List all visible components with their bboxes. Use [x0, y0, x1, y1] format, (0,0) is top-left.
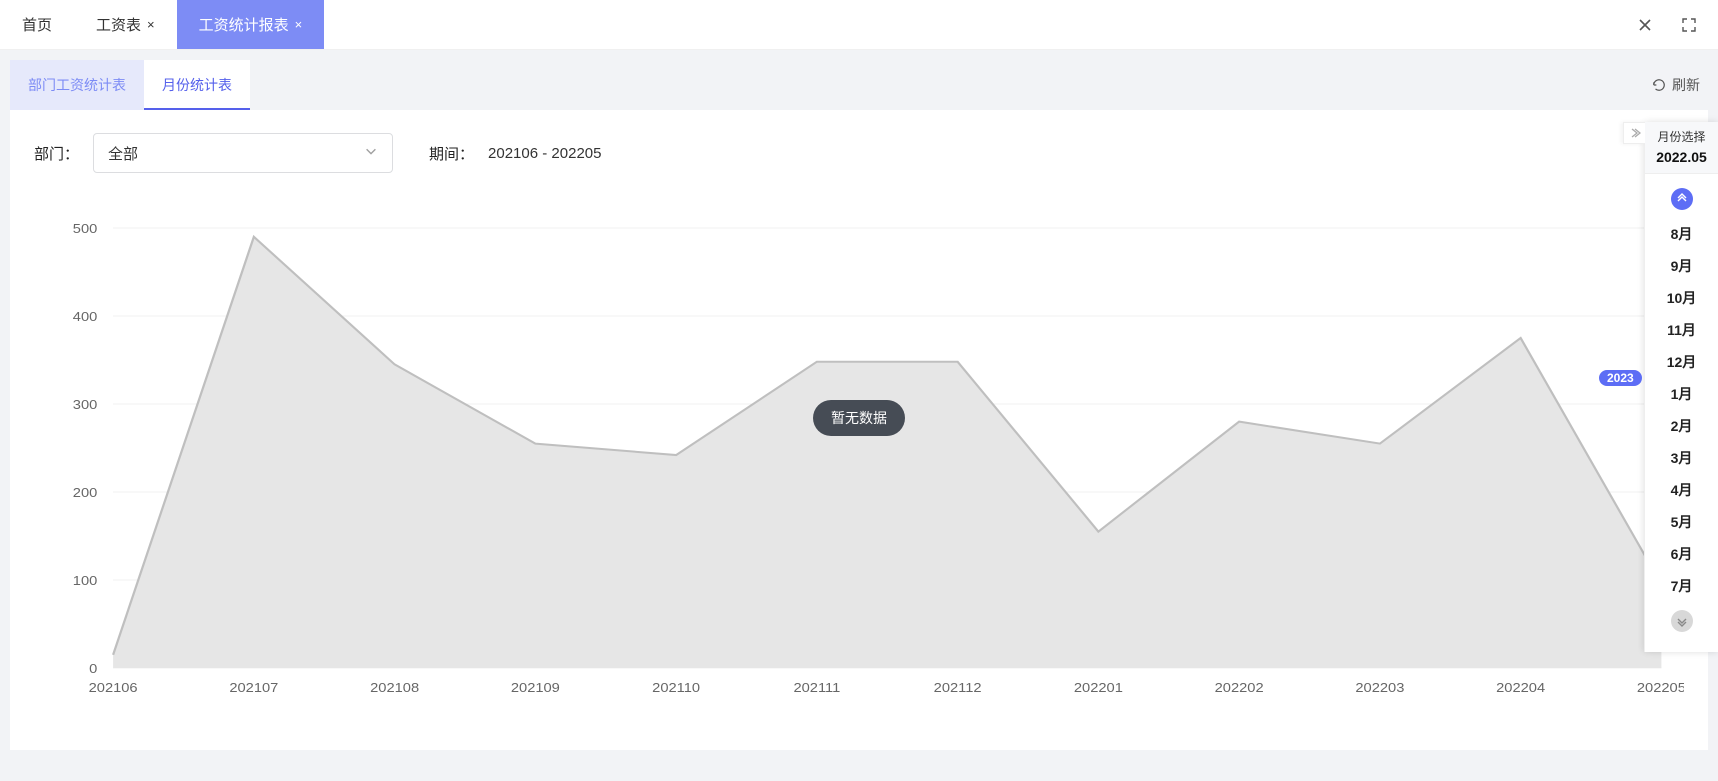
month-item[interactable]: 7月	[1645, 570, 1718, 602]
dept-select-value: 全部	[108, 143, 138, 164]
top-tab-label: 工资表	[96, 14, 141, 35]
svg-text:100: 100	[73, 573, 98, 588]
month-item[interactable]: 9月	[1645, 250, 1718, 282]
month-item[interactable]: 6月	[1645, 538, 1718, 570]
top-tab-home[interactable]: 首页	[0, 0, 74, 49]
svg-text:202203: 202203	[1355, 680, 1404, 695]
month-item[interactable]: 5月	[1645, 506, 1718, 538]
workspace: 部门工资统计表 月份统计表 刷新 部门： 全部	[0, 50, 1718, 781]
svg-text:202107: 202107	[229, 680, 278, 695]
period-label: 期间：	[429, 143, 474, 164]
svg-text:202108: 202108	[370, 680, 419, 695]
month-scroll-down[interactable]	[1671, 610, 1693, 632]
refresh-icon	[1652, 78, 1666, 92]
svg-text:300: 300	[73, 397, 98, 412]
month-picker-current: 2022.05	[1656, 149, 1707, 165]
report-panel: 部门： 全部 期间： 202106 - 202205 0 100 200 300 400…	[10, 110, 1708, 750]
filters-row: 部门： 全部 期间： 202106 - 202205	[34, 128, 1684, 178]
svg-text:202204: 202204	[1496, 680, 1545, 695]
top-tab-label: 首页	[22, 14, 52, 35]
month-item[interactable]: 11月	[1645, 314, 1718, 346]
month-item[interactable]: 1月	[1645, 378, 1718, 410]
chevron-up-icon	[1676, 193, 1688, 205]
top-tabs-bar: 首页 工资表 × 工资统计报表 ×	[0, 0, 1718, 50]
chevron-right-icon	[1629, 127, 1641, 139]
svg-text:202112: 202112	[934, 680, 982, 695]
chart-container: 0 100 200 300 400 500 202106 202107 202108 202109…	[34, 208, 1684, 708]
chevron-down-icon	[1676, 615, 1688, 627]
month-item[interactable]: 4月	[1645, 474, 1718, 506]
month-picker-collapse[interactable]	[1623, 122, 1645, 144]
svg-text:400: 400	[73, 309, 98, 324]
sub-tab-label: 月份统计表	[162, 75, 232, 95]
top-actions	[1630, 10, 1718, 40]
top-tab-salary-sheet[interactable]: 工资表 ×	[74, 0, 177, 49]
month-picker-body: 8月9月10月11月12月1月2月3月4月5月6月7月2023	[1645, 174, 1718, 652]
refresh-label: 刷新	[1672, 75, 1700, 95]
tab-dept-stats[interactable]: 部门工资统计表	[10, 60, 144, 110]
period-value: 202106 - 202205	[488, 145, 601, 162]
sub-tab-label: 部门工资统计表	[28, 75, 126, 95]
month-scroll-up[interactable]	[1671, 188, 1693, 210]
month-picker-header: 月份选择 2022.05	[1645, 122, 1718, 174]
dept-label: 部门：	[34, 143, 79, 164]
month-picker: 月份选择 2022.05 8月9月10月11月12月1月2月3月4月5月6月7月…	[1644, 122, 1718, 652]
sub-tabs: 部门工资统计表 月份统计表	[10, 60, 250, 110]
month-picker-title: 月份选择	[1657, 128, 1705, 145]
year-badge: 2023	[1599, 370, 1642, 386]
top-tab-salary-report[interactable]: 工资统计报表 ×	[177, 0, 325, 49]
close-all-button[interactable]	[1630, 10, 1660, 40]
month-item[interactable]: 3月	[1645, 442, 1718, 474]
tab-month-stats[interactable]: 月份统计表	[144, 60, 250, 110]
dept-filter: 部门： 全部	[34, 133, 393, 173]
svg-text:202106: 202106	[89, 680, 138, 695]
svg-text:500: 500	[73, 221, 98, 236]
svg-text:0: 0	[89, 661, 97, 676]
svg-text:202202: 202202	[1215, 680, 1264, 695]
subtabs-row: 部门工资统计表 月份统计表 刷新	[10, 60, 1708, 110]
svg-text:202111: 202111	[793, 680, 840, 695]
period-filter: 期间： 202106 - 202205	[429, 143, 601, 164]
fullscreen-button[interactable]	[1674, 10, 1704, 40]
top-tabs: 首页 工资表 × 工资统计报表 ×	[0, 0, 1630, 49]
top-tab-label: 工资统计报表	[199, 14, 289, 35]
month-item[interactable]: 8月	[1645, 218, 1718, 250]
svg-text:202205: 202205	[1637, 680, 1684, 695]
svg-text:202201: 202201	[1074, 680, 1123, 695]
chevron-down-icon	[364, 144, 378, 162]
dept-select[interactable]: 全部	[93, 133, 393, 173]
svg-text:200: 200	[73, 485, 98, 500]
svg-text:202109: 202109	[511, 680, 560, 695]
close-icon[interactable]: ×	[295, 17, 303, 32]
refresh-button[interactable]: 刷新	[1652, 75, 1708, 95]
fullscreen-icon	[1681, 17, 1697, 33]
svg-text:202110: 202110	[652, 680, 700, 695]
month-item[interactable]: 12月	[1645, 346, 1718, 378]
area-chart: 0 100 200 300 400 500 202106 202107 202108 202109…	[34, 208, 1684, 708]
month-item[interactable]: 10月	[1645, 282, 1718, 314]
close-icon	[1637, 17, 1653, 33]
month-item[interactable]: 2月	[1645, 410, 1718, 442]
close-icon[interactable]: ×	[147, 17, 155, 32]
